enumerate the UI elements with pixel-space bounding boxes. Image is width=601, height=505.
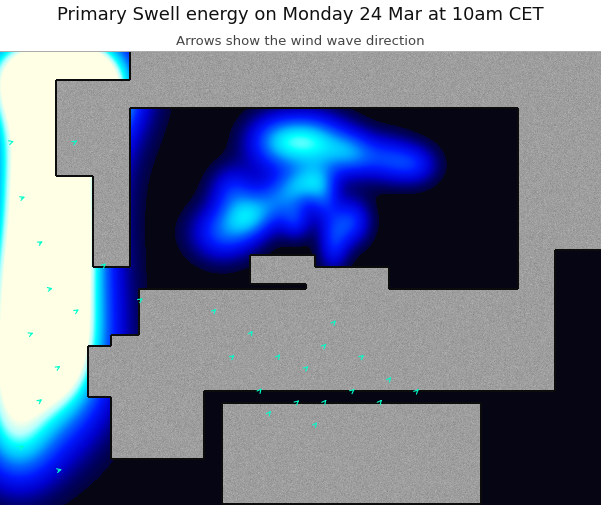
Text: Primary Swell energy on Monday 24 Mar at 10am CET: Primary Swell energy on Monday 24 Mar at… (57, 6, 544, 24)
Text: Arrows show the wind wave direction: Arrows show the wind wave direction (176, 35, 425, 48)
